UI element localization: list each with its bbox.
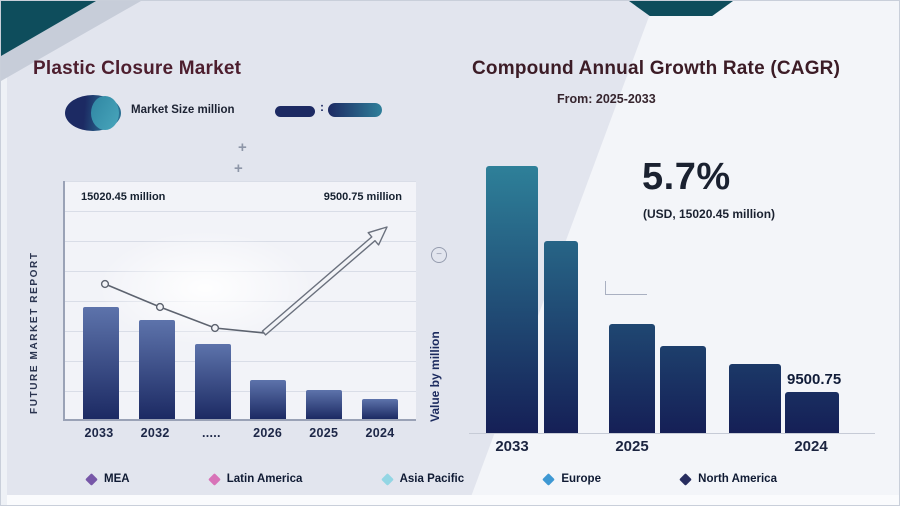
pill-separator: : [320,100,324,114]
legend-row: MEA Latin America Asia Pacific Europe North … [85,472,777,486]
bottom-strip [1,495,899,505]
right-chart-bar-2024-bar-a [729,364,781,434]
legend-item-label: North America [698,473,777,485]
right-chart-bar-2025-bar-b [660,346,706,434]
left-chart-bar-4 [306,390,343,419]
legend-diamond-icon [85,472,98,486]
legend-item-1: Latin America [207,472,303,486]
top-ribbon [629,1,733,16]
left-chart-bar-1 [138,320,175,419]
legend-item-label: Europe [561,473,601,485]
left-chart-bar-3 [250,380,287,419]
left-chart-xlabel-2: ..... [201,426,221,440]
right-bar-group-2024 [729,364,839,434]
right-chart-baseline [469,433,875,434]
left-chart-end-label: 9500.75 million [323,191,402,203]
pill-dark-icon [275,106,315,117]
future-market-report-watermark: FUTURE MARKET REPORT [29,251,40,414]
left-strip [1,1,7,505]
right-bar-group-2033 [486,166,578,434]
pill-gradient-icon [328,103,382,117]
right-chart-bar-2033-bar-a [486,166,538,434]
left-chart-xlabel-4: 2025 [309,426,339,440]
left-chart-xlabel-1: 2032 [140,426,170,440]
left-chart-panel: 15020.45 million 9500.75 million [63,181,416,421]
page-title: Plastic Closure Market [33,58,242,79]
left-chart-xlabel-5: 2024 [365,426,395,440]
left-chart-xlabel-3: 2026 [253,426,283,440]
left-chart-bar-2 [194,344,231,419]
cylinder-cap [91,96,119,130]
legend-item-label: Asia Pacific [399,473,465,485]
left-chart-bar-0 [83,307,119,419]
plus-icon: + [234,160,243,177]
minus-circle-icon: − [431,247,447,263]
market-size-label: Market Size million [131,104,235,116]
bracket-decoration [605,281,647,295]
left-chart-xlabel-0: 2033 [84,426,114,440]
left-chart-bars [83,181,398,419]
value-axis-label: Value by million [428,331,442,422]
legend-item-label: MEA [104,473,130,485]
legend-item-label: Latin America [226,473,303,485]
cagr-title: Compound Annual Growth Rate (CAGR) [472,58,841,79]
right-chart-bar-2025-bar-a [609,324,655,434]
legend-diamond-icon [679,472,693,486]
legend-item-2: Asia Pacific [380,472,465,486]
market-size-cylinder-icon [65,95,121,131]
right-chart-bar-2024-bar-b [785,392,839,434]
right-chart-bars [471,161,875,434]
legend-diamond-icon [380,472,394,486]
right-chart-bar-2033-bar-b [544,241,578,434]
left-chart-xlabels: 2033 2032..... 2026 2025 2024 [63,426,416,444]
legend-item-0: MEA [85,472,130,486]
end-value-label: 9500.75 [787,371,842,388]
cagr-caption: (USD, 15020.45 million) [643,207,776,221]
left-chart-bar-5 [361,399,398,419]
legend-item-3: Europe [542,472,601,486]
legend-diamond-icon [207,472,221,486]
legend-diamond-icon [542,472,556,486]
cagr-value: 5.7% [642,156,731,198]
left-chart-max-label: 15020.45 million [81,191,166,203]
legend-item-4: North America [679,472,777,486]
right-bar-group-2025 [609,324,706,434]
plus-icon: + [238,139,247,156]
cagr-subtitle: From: 2025-2033 [557,92,656,106]
